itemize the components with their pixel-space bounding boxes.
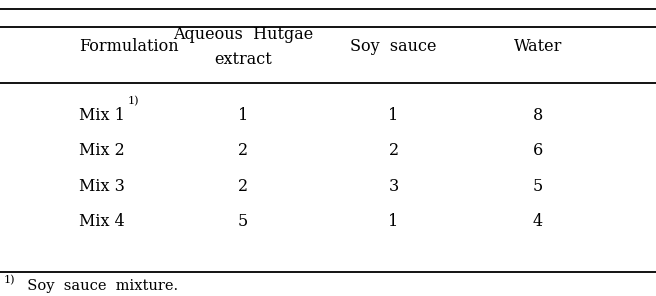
Text: Aqueous  Hutgae: Aqueous Hutgae xyxy=(173,25,313,43)
Text: 1): 1) xyxy=(128,96,140,106)
Text: Mix 1: Mix 1 xyxy=(79,107,125,124)
Text: 2: 2 xyxy=(237,142,248,160)
Text: Soy  sauce: Soy sauce xyxy=(350,38,437,55)
Text: 8: 8 xyxy=(533,107,543,124)
Text: Mix 2: Mix 2 xyxy=(79,142,125,160)
Text: 3: 3 xyxy=(388,178,399,195)
Text: 6: 6 xyxy=(533,142,543,160)
Text: 4: 4 xyxy=(533,213,543,231)
Text: Mix 3: Mix 3 xyxy=(79,178,125,195)
Text: Mix 4: Mix 4 xyxy=(79,213,125,231)
Text: 1): 1) xyxy=(3,275,15,285)
Text: Water: Water xyxy=(514,38,562,55)
Text: extract: extract xyxy=(214,51,272,68)
Text: 5: 5 xyxy=(237,213,248,231)
Text: 1: 1 xyxy=(237,107,248,124)
Text: 5: 5 xyxy=(533,178,543,195)
Text: Soy  sauce  mixture.: Soy sauce mixture. xyxy=(18,279,178,293)
Text: 2: 2 xyxy=(237,178,248,195)
Text: Formulation: Formulation xyxy=(79,38,178,55)
Text: 2: 2 xyxy=(388,142,399,160)
Text: 1: 1 xyxy=(388,213,399,231)
Text: 1: 1 xyxy=(388,107,399,124)
